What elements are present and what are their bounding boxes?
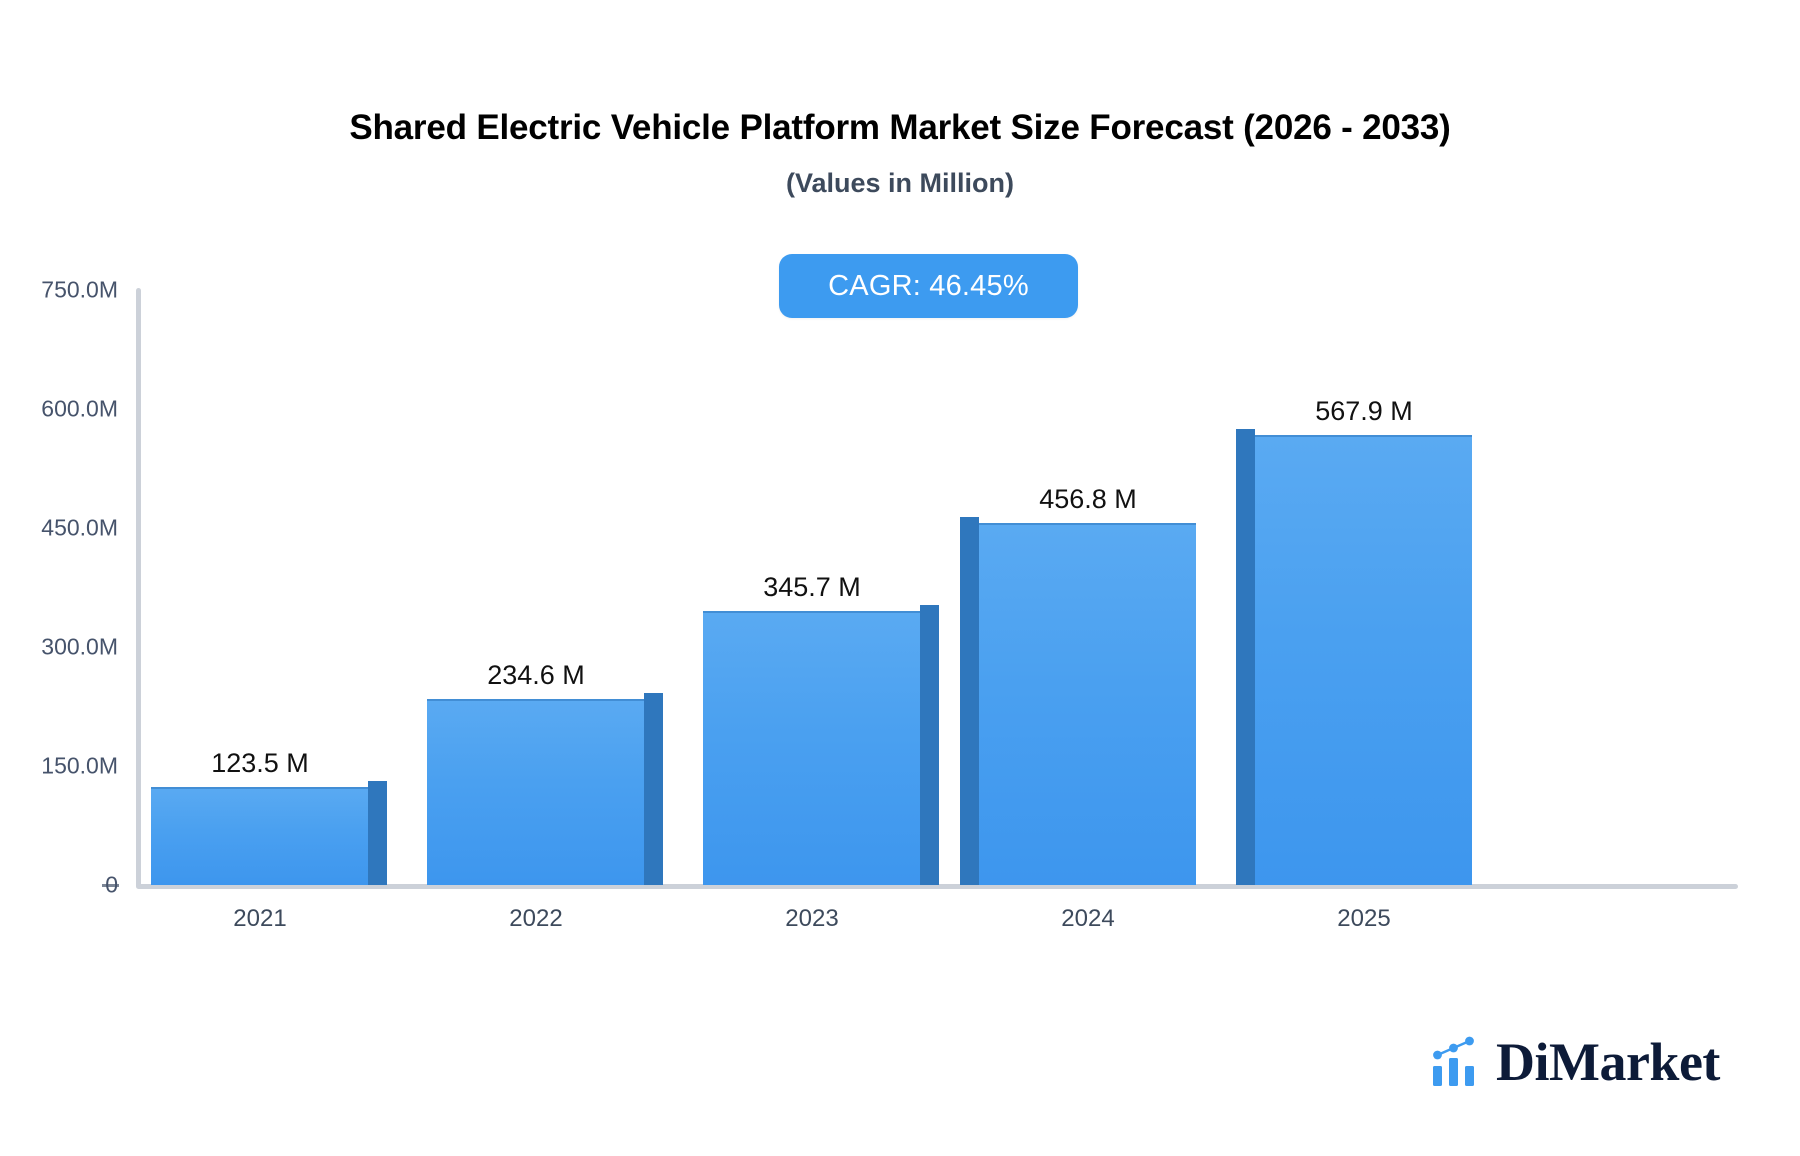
bar-front-face-2023 [703,611,920,885]
y-tick-label-150: 150.0M [41,752,118,779]
y-axis-line [136,288,141,888]
bar-side-face-2024 [960,517,979,885]
x-axis-line [136,884,1738,889]
y-tick-label-450: 450.0M [41,514,118,541]
bar-value-label-2025: 567.9 M [1315,396,1413,426]
x-tick-label-2023: 2023 [785,905,839,932]
bar-side-face-2025 [1236,429,1255,885]
bar-front-face-2022 [427,699,644,885]
bar-value-label-2023: 345.7 M [763,572,861,602]
bar-front-face-2025 [1255,435,1472,885]
bar-side-face-2021 [368,781,387,885]
bar-top-edge-2024 [979,523,1196,525]
bar-side-face-2022 [644,693,663,885]
chart-title: Shared Electric Vehicle Platform Market … [349,108,1451,147]
bar-top-edge-2021 [151,787,368,789]
bar-chart-dots-icon [1433,1036,1474,1086]
brand-logo-text: DiMarket [1496,1032,1720,1092]
x-tick-label-2025: 2025 [1337,905,1391,932]
bar-value-label-2024: 456.8 M [1039,484,1137,514]
y-tick-label-0: 0 [105,871,118,898]
x-tick-label-2022: 2022 [509,905,563,932]
x-tick-label-2024: 2024 [1061,905,1115,932]
bar-front-face-2024 [979,523,1196,885]
chart-subtitle: (Values in Million) [785,168,1015,198]
y-tick-label-600: 600.0M [41,395,118,422]
x-tick-label-2021: 2021 [233,905,287,932]
cagr-badge: CAGR: 46.45% [779,254,1078,318]
bar-side-face-2023 [920,605,939,885]
bar-top-edge-2022 [427,699,644,701]
bar-value-label-2022: 234.6 M [487,660,585,690]
y-tick-label-750: 750.0M [41,276,118,303]
bar-front-face-2021 [151,787,368,885]
y-axis-zero-tick [102,884,119,887]
cagr-badge-label: CAGR: 46.45% [828,269,1029,302]
brand-logo: DiMarket [1430,1035,1720,1089]
y-tick-label-300: 300.0M [41,633,118,660]
bar-value-label-2021: 123.5 M [211,748,309,778]
bar-top-edge-2023 [703,611,920,613]
bar-top-edge-2025 [1255,435,1472,437]
